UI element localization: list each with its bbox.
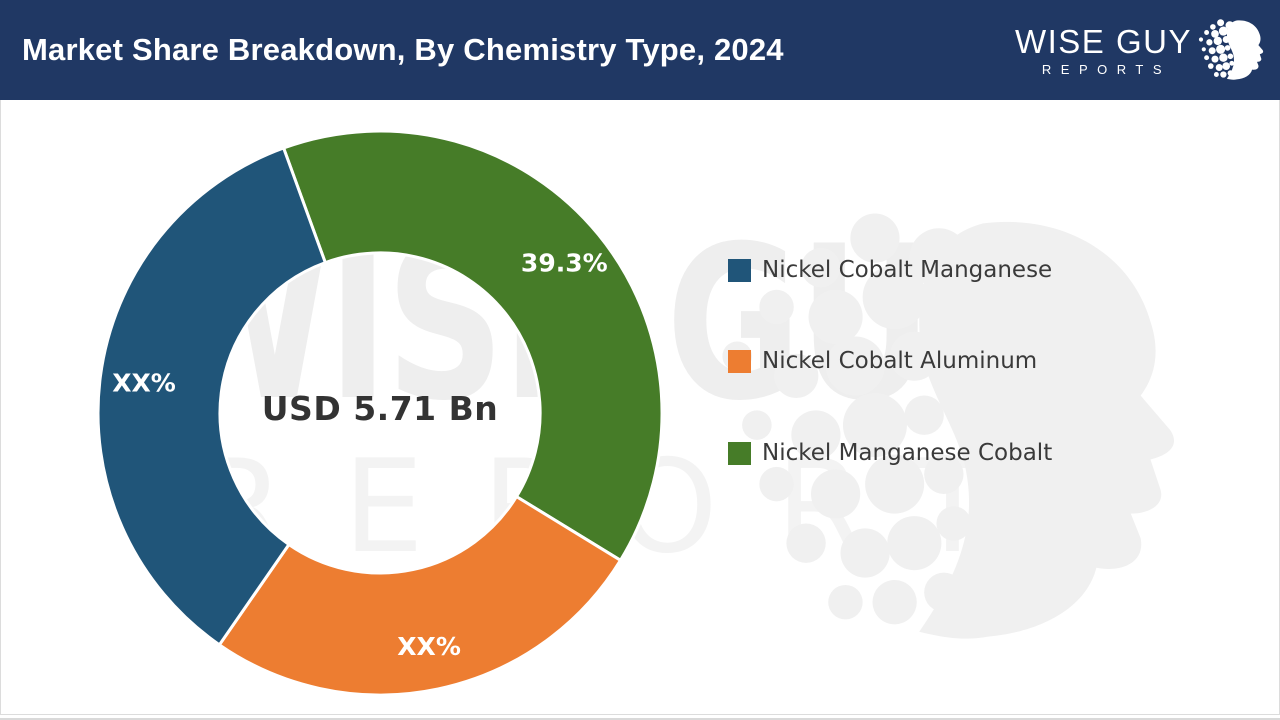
donut-slice-nickel-cobalt-manganese	[96, 146, 327, 647]
chart-center-value: USD 5.71 Bn	[261, 389, 499, 428]
wise-guy-face-icon	[1194, 8, 1264, 92]
chart-area: WISE GUY REPORTS 39.3%XX%XX% USD 5.71 Bn…	[0, 100, 1280, 717]
legend-label: Nickel Cobalt Manganese	[762, 257, 1053, 283]
slice-label-nickel-manganese-cobalt: 39.3%	[521, 248, 608, 277]
legend-item: Nickel Cobalt Manganese	[728, 257, 1053, 283]
header-bar: Market Share Breakdown, By Chemistry Typ…	[0, 0, 1280, 100]
legend-label: Nickel Manganese Cobalt	[762, 439, 1053, 466]
legend-swatch	[728, 441, 751, 465]
slice-label-nickel-cobalt-manganese: XX%	[112, 369, 176, 398]
donut-chart: 39.3% XX% XX%	[96, 129, 664, 697]
legend-item: Nickel Cobalt Aluminum	[728, 348, 1052, 375]
legend-swatch	[728, 259, 751, 283]
logo-subtitle: REPORTS	[1041, 61, 1172, 77]
legend-item: Nickel Manganese Cobalt	[728, 439, 1053, 466]
donut-slice-nickel-manganese-cobalt	[282, 129, 664, 562]
legend-swatch	[728, 350, 751, 374]
chart-legend: Nickel Cobalt Manganese Nickel Cobalt Alu…	[728, 257, 1053, 466]
logo-wordmark: WISE GUY	[1014, 22, 1192, 60]
legend-label: Nickel Cobalt Aluminum	[762, 348, 1038, 375]
donut-slice-nickel-cobalt-aluminum	[217, 495, 622, 697]
wise-guy-reports-logo: WISE GUY REPORTS	[1015, 8, 1264, 92]
page-title: Market Share Breakdown, By Chemistry Typ…	[22, 32, 784, 67]
slice-label-nickel-cobalt-aluminum: XX%	[397, 632, 461, 661]
